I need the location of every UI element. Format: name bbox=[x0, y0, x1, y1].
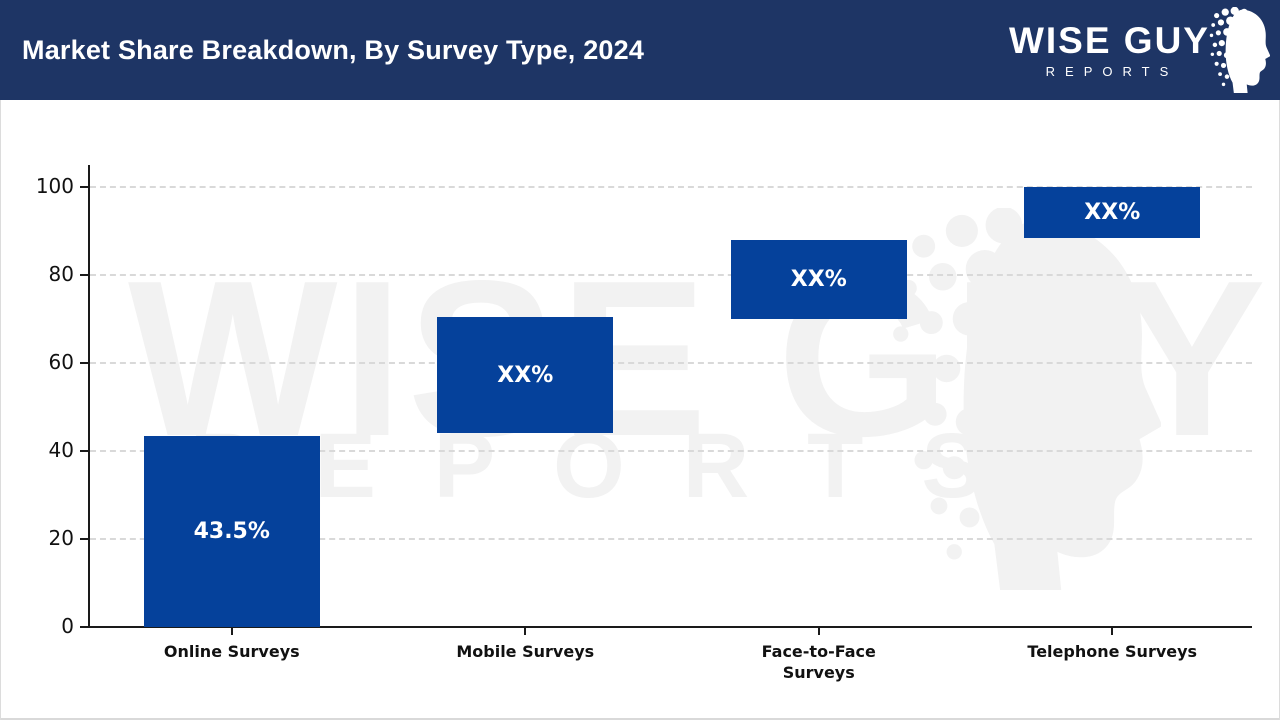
wise-guy-head-icon bbox=[1209, 7, 1270, 93]
image-bottom-border bbox=[0, 718, 1280, 720]
gridline bbox=[90, 274, 1252, 276]
y-tick-mark bbox=[80, 626, 89, 628]
y-tick-mark bbox=[80, 186, 89, 188]
gridline bbox=[90, 186, 1252, 188]
y-tick-label: 60 bbox=[48, 350, 74, 374]
wise-guy-reports-logo: WISE GUY REPORTS bbox=[1009, 7, 1270, 93]
watermark-subtitle: REPORTS bbox=[190, 415, 1041, 517]
gridline bbox=[90, 538, 1252, 540]
image-left-border bbox=[0, 100, 1, 720]
bar-1: 43.5% bbox=[143, 435, 320, 627]
chart-title: Market Share Breakdown, By Survey Type, … bbox=[22, 34, 645, 65]
y-tick-label: 40 bbox=[48, 438, 74, 462]
bar-3: XX% bbox=[730, 239, 907, 319]
bar-4: XX% bbox=[1024, 187, 1201, 238]
bar-value-label: XX% bbox=[1084, 199, 1141, 225]
y-tick-label: 100 bbox=[35, 174, 74, 198]
logo-text: WISE GUY REPORTS bbox=[1009, 22, 1210, 79]
bar-value-label: XX% bbox=[497, 362, 554, 388]
logo-subtitle: REPORTS bbox=[1045, 63, 1179, 79]
y-axis-line bbox=[88, 165, 90, 627]
y-tick-mark bbox=[80, 362, 89, 364]
x-tick-mark bbox=[1111, 628, 1114, 635]
x-category-label: Face-to-Face Surveys bbox=[761, 642, 876, 682]
watermark-head-icon bbox=[893, 208, 1161, 590]
x-category-label: Telephone Surveys bbox=[1027, 642, 1198, 661]
y-tick-mark bbox=[80, 450, 89, 452]
bar-2: XX% bbox=[437, 316, 614, 434]
y-tick-label: 20 bbox=[48, 526, 74, 550]
x-tick-mark bbox=[524, 628, 527, 635]
gridline bbox=[90, 362, 1252, 364]
bar-value-label: 43.5% bbox=[193, 518, 270, 544]
x-tick-mark bbox=[817, 628, 820, 635]
x-category-label: Online Surveys bbox=[163, 642, 300, 661]
bar-value-label: XX% bbox=[790, 266, 847, 292]
y-tick-mark bbox=[80, 274, 89, 276]
gridline bbox=[90, 450, 1252, 452]
x-tick-mark bbox=[230, 628, 233, 635]
logo-wordmark: WISE GUY bbox=[1008, 19, 1210, 61]
y-tick-label: 0 bbox=[61, 614, 74, 638]
y-tick-mark bbox=[80, 538, 89, 540]
x-axis-line bbox=[88, 626, 1252, 628]
x-category-label: Mobile Surveys bbox=[456, 642, 595, 661]
y-tick-label: 80 bbox=[48, 262, 74, 286]
header-bar: Market Share Breakdown, By Survey Type, … bbox=[0, 0, 1280, 100]
